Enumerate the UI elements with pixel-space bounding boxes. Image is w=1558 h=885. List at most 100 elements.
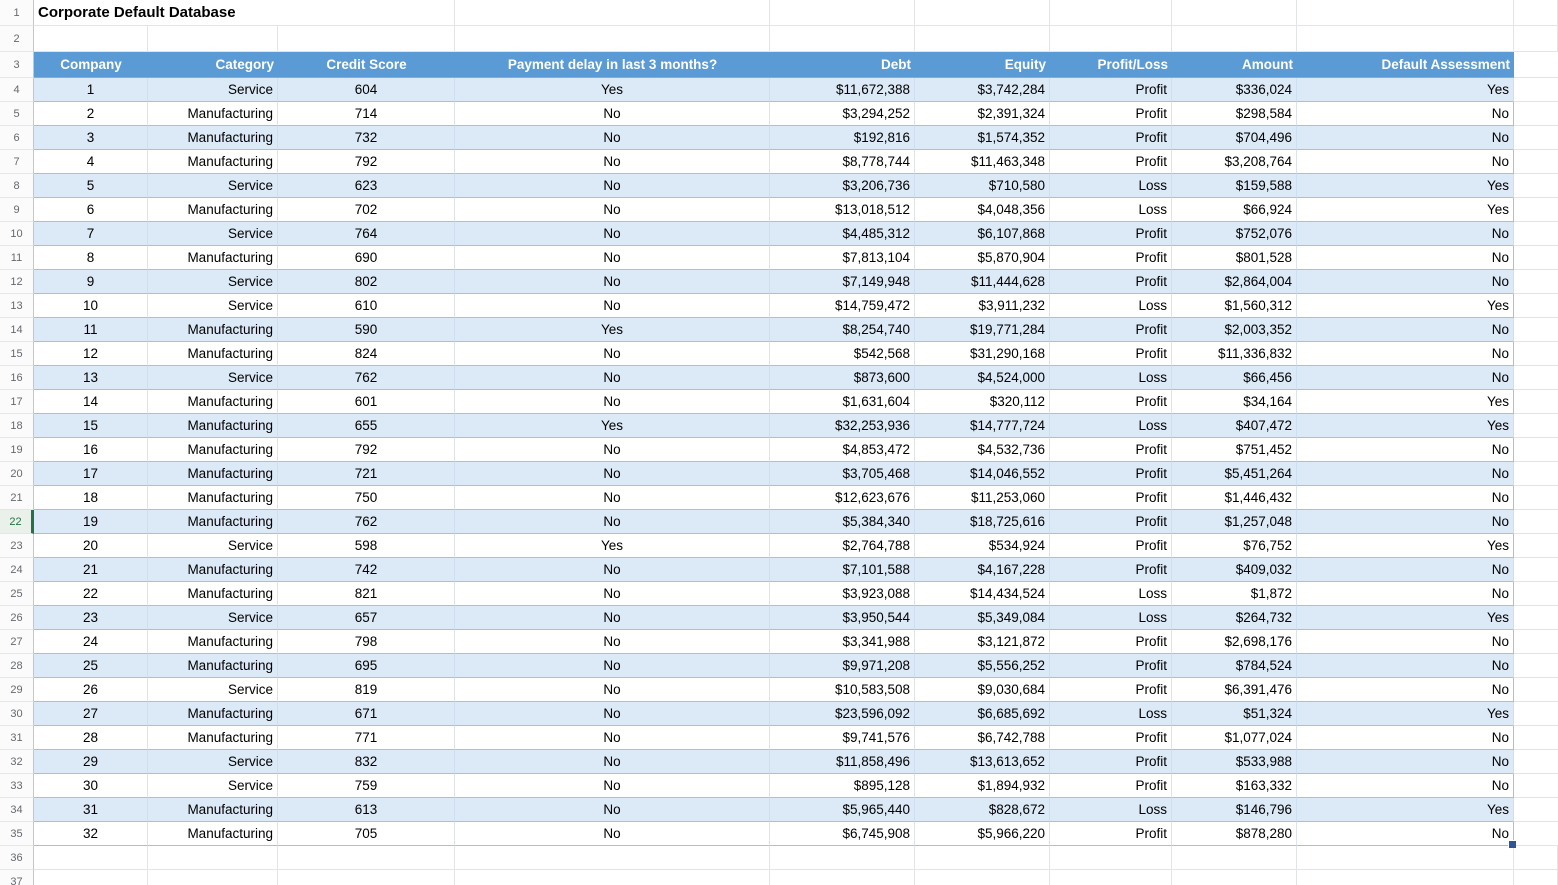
row-header[interactable]: 22 <box>0 510 34 534</box>
cell-payment_delay[interactable]: No <box>455 750 771 774</box>
cell-credit_score[interactable]: 798 <box>278 630 456 654</box>
empty-cell[interactable] <box>1514 26 1558 52</box>
cell-company[interactable]: 17 <box>34 462 148 486</box>
cell-credit_score[interactable]: 623 <box>278 174 456 198</box>
cell-category[interactable]: Manufacturing <box>148 630 278 654</box>
cell-credit_score[interactable]: 705 <box>278 822 456 846</box>
fill-handle[interactable] <box>1509 841 1516 848</box>
cell-credit_score[interactable]: 671 <box>278 702 456 726</box>
cell-debt[interactable]: $3,923,088 <box>770 582 916 606</box>
empty-cell[interactable] <box>1514 126 1558 150</box>
cell-company[interactable]: 31 <box>34 798 148 822</box>
empty-cell[interactable] <box>1514 750 1558 774</box>
cell-amount[interactable]: $751,452 <box>1172 438 1298 462</box>
cell-debt[interactable]: $3,294,252 <box>770 102 916 126</box>
cell-debt[interactable]: $7,101,588 <box>770 558 916 582</box>
empty-cell[interactable] <box>1172 26 1298 52</box>
empty-cell[interactable] <box>1172 870 1298 885</box>
cell-amount[interactable]: $704,496 <box>1172 126 1298 150</box>
empty-cell[interactable] <box>1514 558 1558 582</box>
empty-cell[interactable] <box>1514 318 1558 342</box>
cell-category[interactable]: Manufacturing <box>148 798 278 822</box>
row-header[interactable]: 9 <box>0 198 34 222</box>
cell-profit_loss[interactable]: Loss <box>1050 702 1173 726</box>
cell-equity[interactable]: $11,253,060 <box>915 486 1051 510</box>
empty-cell[interactable] <box>278 870 456 885</box>
cell-category[interactable]: Manufacturing <box>148 702 278 726</box>
column-header-amount[interactable]: Amount <box>1172 52 1298 78</box>
empty-cell[interactable] <box>1514 198 1558 222</box>
cell-debt[interactable]: $23,596,092 <box>770 702 916 726</box>
cell-amount[interactable]: $752,076 <box>1172 222 1298 246</box>
cell-default_assessment[interactable]: No <box>1297 150 1515 174</box>
cell-company[interactable]: 21 <box>34 558 148 582</box>
empty-cell[interactable] <box>1514 798 1558 822</box>
empty-cell[interactable] <box>148 26 278 52</box>
cell-category[interactable]: Service <box>148 78 278 102</box>
cell-category[interactable]: Service <box>148 678 278 702</box>
cell-debt[interactable]: $8,778,744 <box>770 150 916 174</box>
cell-profit_loss[interactable]: Loss <box>1050 606 1173 630</box>
row-header[interactable]: 3 <box>0 52 34 78</box>
cell-credit_score[interactable]: 821 <box>278 582 456 606</box>
cell-payment_delay[interactable]: No <box>455 654 771 678</box>
empty-cell[interactable] <box>1297 0 1515 26</box>
cell-company[interactable]: 3 <box>34 126 148 150</box>
cell-debt[interactable]: $5,384,340 <box>770 510 916 534</box>
cell-payment_delay[interactable]: No <box>455 486 771 510</box>
cell-profit_loss[interactable]: Profit <box>1050 318 1173 342</box>
empty-cell[interactable] <box>148 870 278 885</box>
cell-equity[interactable]: $3,121,872 <box>915 630 1051 654</box>
cell-debt[interactable]: $7,149,948 <box>770 270 916 294</box>
cell-category[interactable]: Manufacturing <box>148 414 278 438</box>
cell-amount[interactable]: $159,588 <box>1172 174 1298 198</box>
empty-cell[interactable] <box>1514 222 1558 246</box>
cell-amount[interactable]: $533,988 <box>1172 750 1298 774</box>
row-header[interactable]: 26 <box>0 606 34 630</box>
row-header[interactable]: 18 <box>0 414 34 438</box>
cell-company[interactable]: 30 <box>34 774 148 798</box>
cell-profit_loss[interactable]: Profit <box>1050 630 1173 654</box>
cell-equity[interactable]: $1,574,352 <box>915 126 1051 150</box>
cell-company[interactable]: 8 <box>34 246 148 270</box>
cell-credit_score[interactable]: 732 <box>278 126 456 150</box>
empty-cell[interactable] <box>1514 822 1558 846</box>
empty-cell[interactable] <box>1514 510 1558 534</box>
cell-category[interactable]: Manufacturing <box>148 342 278 366</box>
cell-category[interactable]: Manufacturing <box>148 246 278 270</box>
cell-debt[interactable]: $9,741,576 <box>770 726 916 750</box>
empty-cell[interactable] <box>1050 26 1173 52</box>
cell-profit_loss[interactable]: Profit <box>1050 246 1173 270</box>
empty-cell[interactable] <box>455 846 771 870</box>
row-header[interactable]: 28 <box>0 654 34 678</box>
row-header[interactable]: 1 <box>0 0 34 26</box>
empty-cell[interactable] <box>1514 150 1558 174</box>
cell-default_assessment[interactable]: No <box>1297 126 1515 150</box>
cell-equity[interactable]: $4,167,228 <box>915 558 1051 582</box>
cell-amount[interactable]: $3,208,764 <box>1172 150 1298 174</box>
cell-equity[interactable]: $3,911,232 <box>915 294 1051 318</box>
cell-profit_loss[interactable]: Profit <box>1050 150 1173 174</box>
cell-company[interactable]: 23 <box>34 606 148 630</box>
cell-payment_delay[interactable]: No <box>455 582 771 606</box>
row-header[interactable]: 17 <box>0 390 34 414</box>
cell-payment_delay[interactable]: No <box>455 294 771 318</box>
row-header[interactable]: 37 <box>0 870 34 885</box>
cell-payment_delay[interactable]: No <box>455 774 771 798</box>
cell-profit_loss[interactable]: Profit <box>1050 726 1173 750</box>
cell-amount[interactable]: $801,528 <box>1172 246 1298 270</box>
cell-company[interactable]: 28 <box>34 726 148 750</box>
empty-cell[interactable] <box>1514 846 1558 870</box>
empty-cell[interactable] <box>1514 78 1558 102</box>
empty-cell[interactable] <box>34 870 148 885</box>
empty-cell[interactable] <box>1514 438 1558 462</box>
cell-amount[interactable]: $878,280 <box>1172 822 1298 846</box>
cell-company[interactable]: 6 <box>34 198 148 222</box>
column-header-equity[interactable]: Equity <box>915 52 1051 78</box>
cell-payment_delay[interactable]: No <box>455 438 771 462</box>
empty-cell[interactable] <box>1514 486 1558 510</box>
row-header[interactable]: 8 <box>0 174 34 198</box>
cell-profit_loss[interactable]: Profit <box>1050 534 1173 558</box>
cell-profit_loss[interactable]: Profit <box>1050 222 1173 246</box>
cell-amount[interactable]: $2,003,352 <box>1172 318 1298 342</box>
